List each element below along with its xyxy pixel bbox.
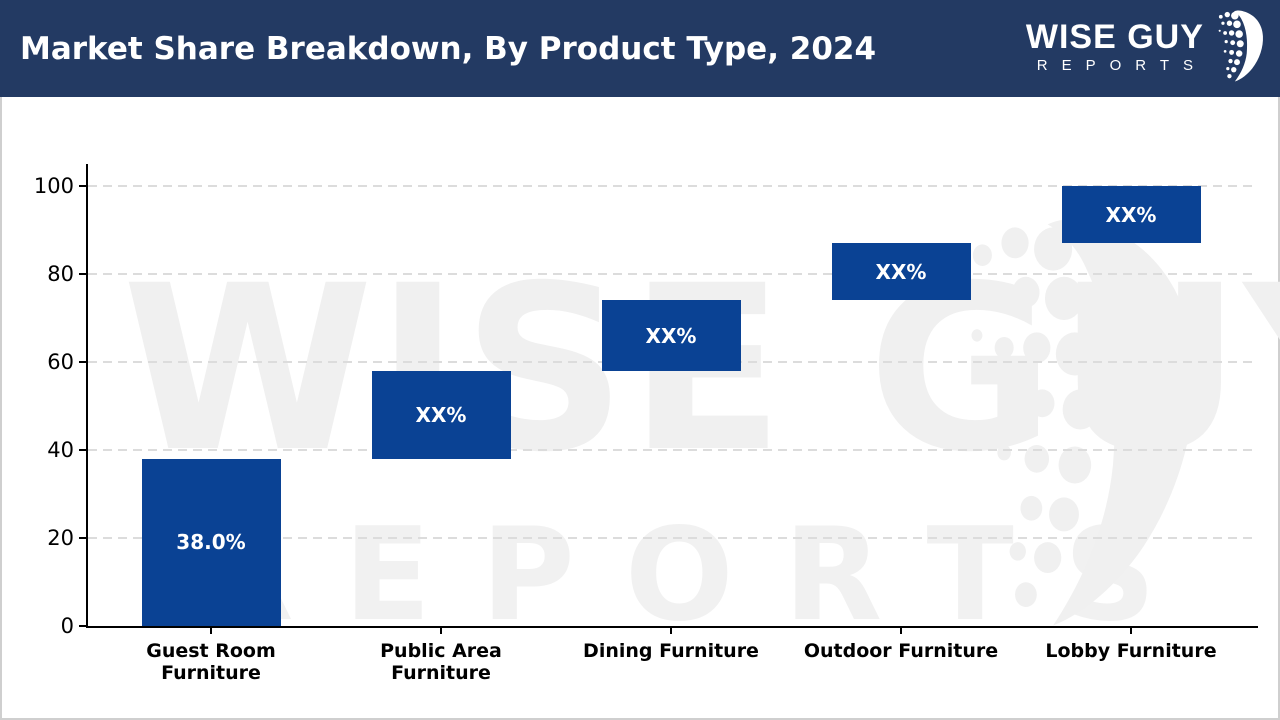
- x-tick-mark: [670, 626, 672, 634]
- y-tick-mark: [79, 537, 88, 539]
- x-category-label: Public Area Furniture: [326, 640, 556, 684]
- x-category-label-line: Public Area: [380, 640, 502, 662]
- x-category-label-line: Guest Room: [146, 640, 276, 662]
- y-tick-label: 80: [47, 262, 74, 286]
- y-tick-label: 60: [47, 350, 74, 374]
- y-tick-mark: [79, 625, 88, 627]
- x-category-label: Outdoor Furniture: [786, 640, 1016, 662]
- x-category-label: Dining Furniture: [556, 640, 786, 662]
- y-gridline: [88, 185, 1258, 187]
- y-tick-mark: [79, 273, 88, 275]
- bar: XX%: [831, 243, 971, 301]
- y-gridline: [88, 273, 1258, 275]
- bar: XX%: [601, 300, 741, 371]
- bar-value-label: XX%: [415, 402, 467, 427]
- x-tick-mark: [210, 626, 212, 634]
- bar-value-label: XX%: [1105, 202, 1157, 227]
- y-tick-label: 40: [47, 438, 74, 462]
- wise-guy-face-icon: [1218, 10, 1263, 82]
- x-category-label-line: Furniture: [391, 662, 491, 684]
- x-category-label: Lobby Furniture: [1016, 640, 1246, 662]
- x-category-label-line: Furniture: [161, 662, 261, 684]
- bar: XX%: [1061, 186, 1201, 244]
- y-gridline: [88, 449, 1258, 451]
- x-tick-mark: [1130, 626, 1132, 634]
- y-tick-mark: [79, 185, 88, 187]
- x-category-label-line: Lobby Furniture: [1045, 640, 1217, 662]
- watermark-subtext: REPORTS: [195, 501, 1206, 650]
- bar-value-label: 38.0%: [176, 530, 246, 555]
- chart-title: Market Share Breakdown, By Product Type,…: [20, 30, 877, 67]
- y-tick-label: 100: [33, 174, 74, 198]
- x-tick-mark: [900, 626, 902, 634]
- x-category-label: Guest Room Furniture: [96, 640, 326, 684]
- y-tick-mark: [79, 361, 88, 363]
- x-axis-line: [86, 626, 1258, 628]
- wise-guy-logo: WISE GUY REPORTS: [1023, 8, 1264, 86]
- x-category-label-line: Outdoor Furniture: [803, 640, 999, 662]
- y-gridline: [88, 537, 1258, 539]
- y-tick-label: 20: [47, 526, 74, 550]
- header-bar: Market Share Breakdown, By Product Type,…: [0, 0, 1280, 97]
- logo-text: WISE GUY REPORTS: [1023, 17, 1207, 75]
- logo-wordmark: WISE GUY: [1025, 17, 1204, 56]
- bar: 38.0%: [141, 458, 281, 626]
- bar: XX%: [371, 370, 511, 459]
- bar-value-label: XX%: [645, 323, 697, 348]
- y-tick-label: 0: [60, 614, 74, 638]
- logo-subtitle: REPORTS: [1036, 57, 1207, 75]
- x-tick-mark: [440, 626, 442, 634]
- y-axis-line: [86, 164, 88, 628]
- y-tick-mark: [79, 449, 88, 451]
- x-category-label-line: Dining Furniture: [583, 640, 759, 662]
- bar-value-label: XX%: [875, 259, 927, 284]
